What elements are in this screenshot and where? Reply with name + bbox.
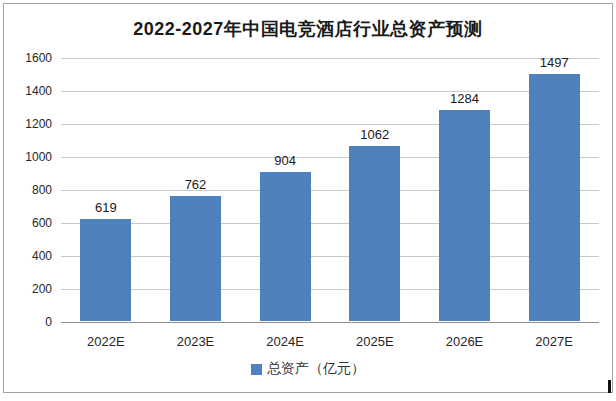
gridline-200 — [61, 289, 599, 290]
y-tick-label-1000: 1000 — [10, 150, 52, 164]
gridline-1000 — [61, 157, 599, 158]
legend-label: 总资产（亿元） — [267, 360, 365, 378]
x-tick-label-2025E: 2025E — [335, 334, 415, 349]
legend-square-marker-icon — [251, 364, 262, 375]
gridline-1200 — [61, 124, 599, 125]
cursor-artifact — [608, 380, 611, 393]
y-tick-label-1200: 1200 — [10, 117, 52, 131]
x-tick-label-2024E: 2024E — [245, 334, 325, 349]
x-tick-label-2022E: 2022E — [66, 334, 146, 349]
legend: 总资产（亿元） — [4, 360, 612, 378]
y-tick-label-1600: 1600 — [10, 51, 52, 65]
gridline-600 — [61, 223, 599, 224]
bar-value-label-2023E: 762 — [164, 177, 228, 192]
y-tick-label-200: 200 — [10, 282, 52, 296]
y-tick-label-0: 0 — [10, 315, 52, 329]
bar-2022E — [80, 219, 131, 321]
gridline-400 — [61, 256, 599, 257]
gridline-1400 — [61, 91, 599, 92]
y-tick-label-800: 800 — [10, 183, 52, 197]
y-tick-label-600: 600 — [10, 216, 52, 230]
bar-2024E — [260, 172, 311, 321]
bar-2027E — [529, 74, 580, 321]
chart-screenshot: 2022-2027年中国电竞酒店行业总资产预测 0 200 400 600 800 100… — [0, 0, 616, 401]
y-tick-label-1400: 1400 — [10, 84, 52, 98]
gridline-800 — [61, 190, 599, 191]
chart-frame: 2022-2027年中国电竞酒店行业总资产预测 0 200 400 600 800 100… — [3, 3, 613, 393]
bar-value-label-2027E: 1497 — [522, 55, 586, 70]
bar-2023E — [170, 196, 221, 322]
x-tick-label-2026E: 2026E — [425, 334, 505, 349]
gridline-1600 — [61, 58, 599, 59]
bar-2026E — [439, 110, 490, 322]
bar-value-label-2025E: 1062 — [343, 127, 407, 142]
bar-value-label-2026E: 1284 — [433, 91, 497, 106]
gridline-0 — [61, 322, 599, 323]
bar-2025E — [349, 146, 400, 321]
bar-value-label-2024E: 904 — [253, 153, 317, 168]
chart-title: 2022-2027年中国电竞酒店行业总资产预测 — [4, 17, 612, 41]
x-tick-label-2027E: 2027E — [514, 334, 594, 349]
x-tick-label-2023E: 2023E — [156, 334, 236, 349]
bar-value-label-2022E: 619 — [74, 200, 138, 215]
y-tick-label-400: 400 — [10, 249, 52, 263]
